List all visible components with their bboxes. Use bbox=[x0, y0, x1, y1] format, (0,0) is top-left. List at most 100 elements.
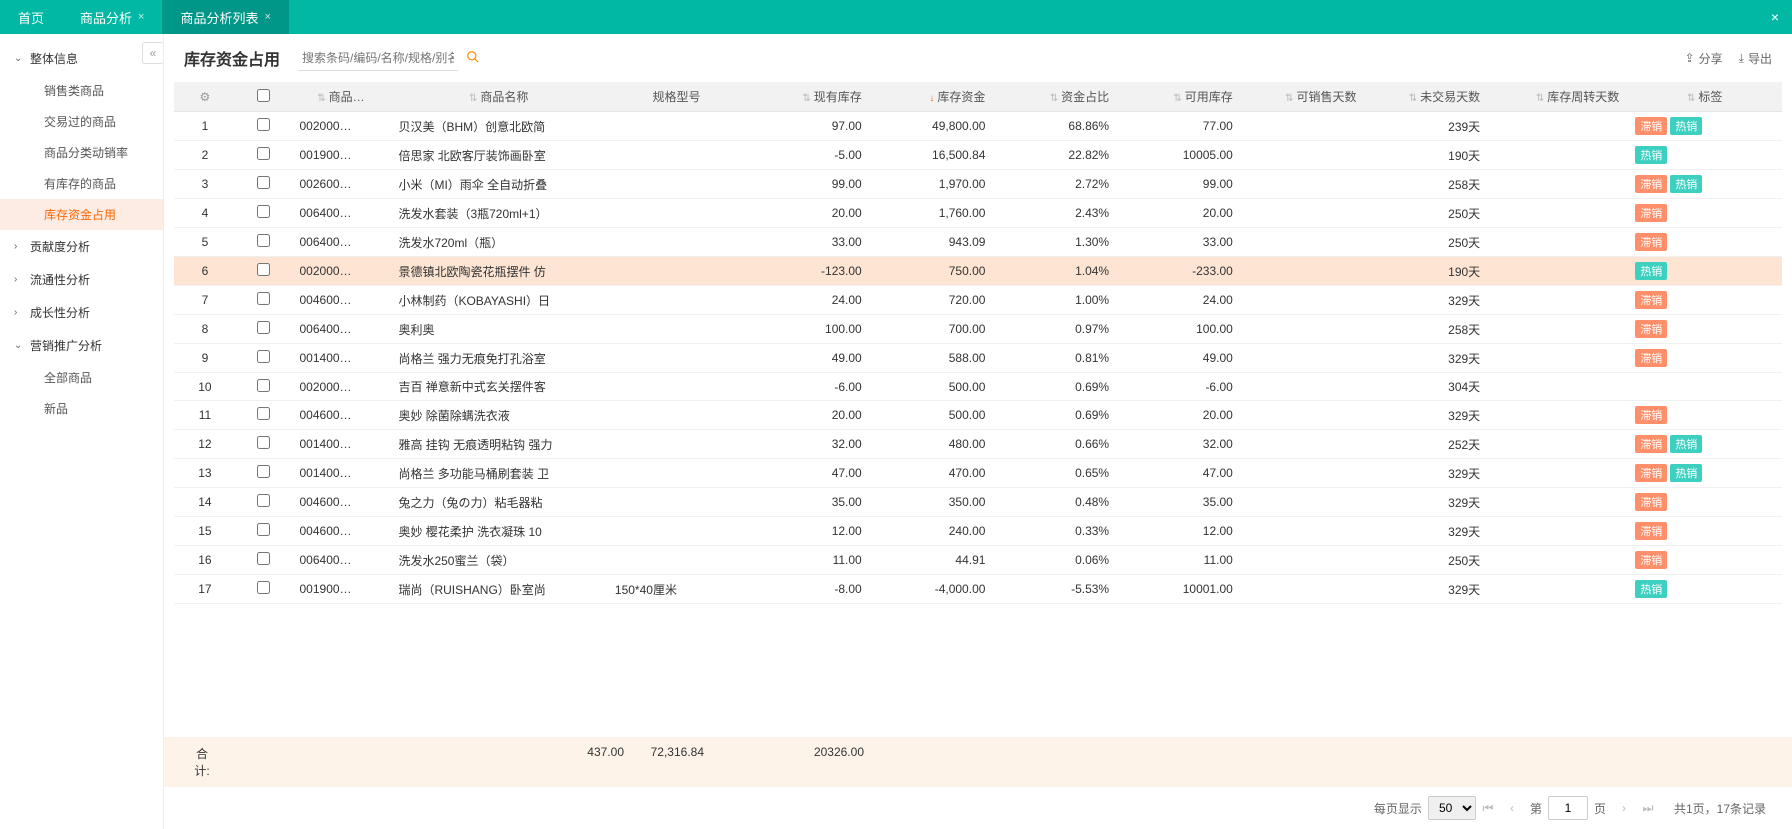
share-icon: ⇪ bbox=[1685, 51, 1695, 65]
cell-sday bbox=[1241, 199, 1365, 228]
row-checkbox[interactable] bbox=[257, 176, 270, 189]
row-checkbox[interactable] bbox=[257, 581, 270, 594]
sidebar-item[interactable]: 有库存的商品 bbox=[0, 168, 163, 199]
column-header-name[interactable]: 商品名称 bbox=[390, 82, 606, 112]
sidebar-group-header[interactable]: ⌄营销推广分析 bbox=[0, 329, 163, 362]
row-checkbox[interactable] bbox=[257, 465, 270, 478]
row-checkbox[interactable] bbox=[257, 350, 270, 363]
column-header-sday[interactable]: 可销售天数 bbox=[1241, 82, 1365, 112]
row-checkbox[interactable] bbox=[257, 147, 270, 160]
cell-chk bbox=[236, 459, 292, 488]
table-row[interactable]: 3002600…小米（MI）雨伞 全自动折叠99.001,970.002.72%… bbox=[174, 170, 1782, 199]
table-row[interactable]: 1002000…贝汉美（BHM）创意北欧简97.0049,800.0068.86… bbox=[174, 112, 1782, 141]
row-checkbox[interactable] bbox=[257, 407, 270, 420]
tag-badge: 热销 bbox=[1670, 464, 1702, 482]
table-row[interactable]: 11004600…奥妙 除菌除螨洗衣液20.00500.000.69%20.00… bbox=[174, 401, 1782, 430]
cell-sday bbox=[1241, 517, 1365, 546]
cell-sday bbox=[1241, 344, 1365, 373]
cell-ratio: 0.06% bbox=[993, 546, 1117, 575]
export-button[interactable]: ⤓导出 bbox=[1739, 50, 1772, 67]
table-row[interactable]: 4006400…洗发水套装（3瓶720ml+1）20.001,760.002.4… bbox=[174, 199, 1782, 228]
table-row[interactable]: 2001900…倍思家 北欧客厅装饰画卧室-5.0016,500.8422.82… bbox=[174, 141, 1782, 170]
table-row[interactable]: 5006400…洗发水720ml（瓶）33.00943.091.30%33.00… bbox=[174, 228, 1782, 257]
sidebar-item[interactable]: 交易过的商品 bbox=[0, 106, 163, 137]
column-header-tags[interactable]: 标签 bbox=[1627, 82, 1782, 112]
cell-row: 12 bbox=[174, 430, 236, 459]
top-tab[interactable]: 首页 bbox=[0, 0, 62, 34]
tag-badge: 滞销 bbox=[1635, 406, 1667, 424]
cell-tday bbox=[1488, 517, 1627, 546]
search-input[interactable] bbox=[298, 45, 458, 71]
data-table: ⚙商品…商品名称规格型号现有库存库存资金资金占比可用库存可销售天数未交易天数库存… bbox=[174, 82, 1782, 604]
row-checkbox[interactable] bbox=[257, 118, 270, 131]
sidebar-item[interactable]: 销售类商品 bbox=[0, 75, 163, 106]
sidebar-collapse-button[interactable]: « bbox=[142, 42, 164, 64]
tab-close-icon[interactable]: × bbox=[138, 11, 144, 23]
sidebar-item[interactable]: 新品 bbox=[0, 393, 163, 424]
table-row[interactable]: 15004600…奥妙 樱花柔护 洗衣凝珠 1012.00240.000.33%… bbox=[174, 517, 1782, 546]
column-header-nday[interactable]: 未交易天数 bbox=[1364, 82, 1488, 112]
column-header-code[interactable]: 商品… bbox=[292, 82, 391, 112]
page-input[interactable] bbox=[1548, 796, 1588, 820]
table-row[interactable]: 6002000…景德镇北欧陶瓷花瓶摆件 仿-123.00750.001.04%-… bbox=[174, 257, 1782, 286]
per-page-select[interactable]: 50 bbox=[1428, 796, 1476, 820]
row-checkbox[interactable] bbox=[257, 321, 270, 334]
row-checkbox[interactable] bbox=[257, 263, 270, 276]
cell-code: 001900… bbox=[292, 141, 391, 170]
column-header-tday[interactable]: 库存周转天数 bbox=[1488, 82, 1627, 112]
table-row[interactable]: 8006400…奥利奥100.00700.000.97%100.00258天滞销 bbox=[174, 315, 1782, 344]
tag-badge: 滞销 bbox=[1635, 117, 1667, 135]
sidebar-group-label: 整体信息 bbox=[30, 50, 78, 67]
table-scroll[interactable]: ⚙商品…商品名称规格型号现有库存库存资金资金占比可用库存可销售天数未交易天数库存… bbox=[164, 82, 1792, 737]
cell-row: 7 bbox=[174, 286, 236, 315]
table-row[interactable]: 9001400…尚格兰 强力无痕免打孔浴室49.00588.000.81%49.… bbox=[174, 344, 1782, 373]
table-row[interactable]: 16006400…洗发水250蜜兰（袋）11.0044.910.06%11.00… bbox=[174, 546, 1782, 575]
cell-sday bbox=[1241, 257, 1365, 286]
cell-row: 8 bbox=[174, 315, 236, 344]
table-row[interactable]: 13001400…尚格兰 多功能马桶刷套装 卫47.00470.000.65%4… bbox=[174, 459, 1782, 488]
row-checkbox[interactable] bbox=[257, 436, 270, 449]
sidebar-group-header[interactable]: ›贡献度分析 bbox=[0, 230, 163, 263]
column-header-fund[interactable]: 库存资金 bbox=[870, 82, 994, 112]
cell-nday: 329天 bbox=[1364, 401, 1488, 430]
cell-fund: 943.09 bbox=[870, 228, 994, 257]
row-checkbox[interactable] bbox=[257, 292, 270, 305]
page-next-button[interactable]: › bbox=[1613, 797, 1635, 819]
row-checkbox[interactable] bbox=[257, 523, 270, 536]
page-first-button[interactable]: ⏮ bbox=[1477, 797, 1499, 819]
tab-close-icon[interactable]: × bbox=[264, 11, 270, 23]
cell-fund: 700.00 bbox=[870, 315, 994, 344]
row-checkbox[interactable] bbox=[257, 379, 270, 392]
select-all-checkbox[interactable] bbox=[257, 89, 270, 102]
table-row[interactable]: 17001900…瑞尚（RUISHANG）卧室尚150*40厘米-8.00-4,… bbox=[174, 575, 1782, 604]
sidebar-item[interactable]: 商品分类动销率 bbox=[0, 137, 163, 168]
sidebar-item[interactable]: 库存资金占用 bbox=[0, 199, 163, 230]
page-title: 库存资金占用 bbox=[184, 46, 280, 70]
page-last-button[interactable]: ⏭ bbox=[1637, 797, 1659, 819]
column-header-ratio[interactable]: 资金占比 bbox=[993, 82, 1117, 112]
top-tab[interactable]: 商品分析× bbox=[62, 0, 162, 34]
table-row[interactable]: 12001400…雅高 挂钩 无痕透明粘钩 强力32.00480.000.66%… bbox=[174, 430, 1782, 459]
sidebar-group-header[interactable]: ›成长性分析 bbox=[0, 296, 163, 329]
search-icon[interactable] bbox=[466, 50, 480, 67]
sidebar-group-header[interactable]: ⌄整体信息 bbox=[0, 42, 163, 75]
row-checkbox[interactable] bbox=[257, 552, 270, 565]
table-row[interactable]: 7004600…小林制药（KOBAYASHI）日24.00720.001.00%… bbox=[174, 286, 1782, 315]
column-header-stock[interactable]: 现有库存 bbox=[746, 82, 870, 112]
gear-icon[interactable]: ⚙ bbox=[200, 90, 211, 104]
table-row[interactable]: 10002000…吉百 禅意新中式玄关摆件客-6.00500.000.69%-6… bbox=[174, 373, 1782, 401]
tag-badge: 热销 bbox=[1670, 175, 1702, 193]
row-checkbox[interactable] bbox=[257, 494, 270, 507]
page-prev-button[interactable]: ‹ bbox=[1501, 797, 1523, 819]
topbar-close-button[interactable]: × bbox=[1758, 0, 1792, 34]
row-checkbox[interactable] bbox=[257, 234, 270, 247]
column-header-avail[interactable]: 可用库存 bbox=[1117, 82, 1241, 112]
sidebar-group-header[interactable]: ›流通性分析 bbox=[0, 263, 163, 296]
sidebar-item[interactable]: 全部商品 bbox=[0, 362, 163, 393]
table-row[interactable]: 14004600…兔之力（兔の力）粘毛器粘35.00350.000.48%35.… bbox=[174, 488, 1782, 517]
row-checkbox[interactable] bbox=[257, 205, 270, 218]
cell-fund: 1,760.00 bbox=[870, 199, 994, 228]
top-tab[interactable]: 商品分析列表× bbox=[162, 0, 288, 34]
share-button[interactable]: ⇪分享 bbox=[1685, 50, 1723, 67]
page-suffix: 页 bbox=[1594, 800, 1606, 817]
